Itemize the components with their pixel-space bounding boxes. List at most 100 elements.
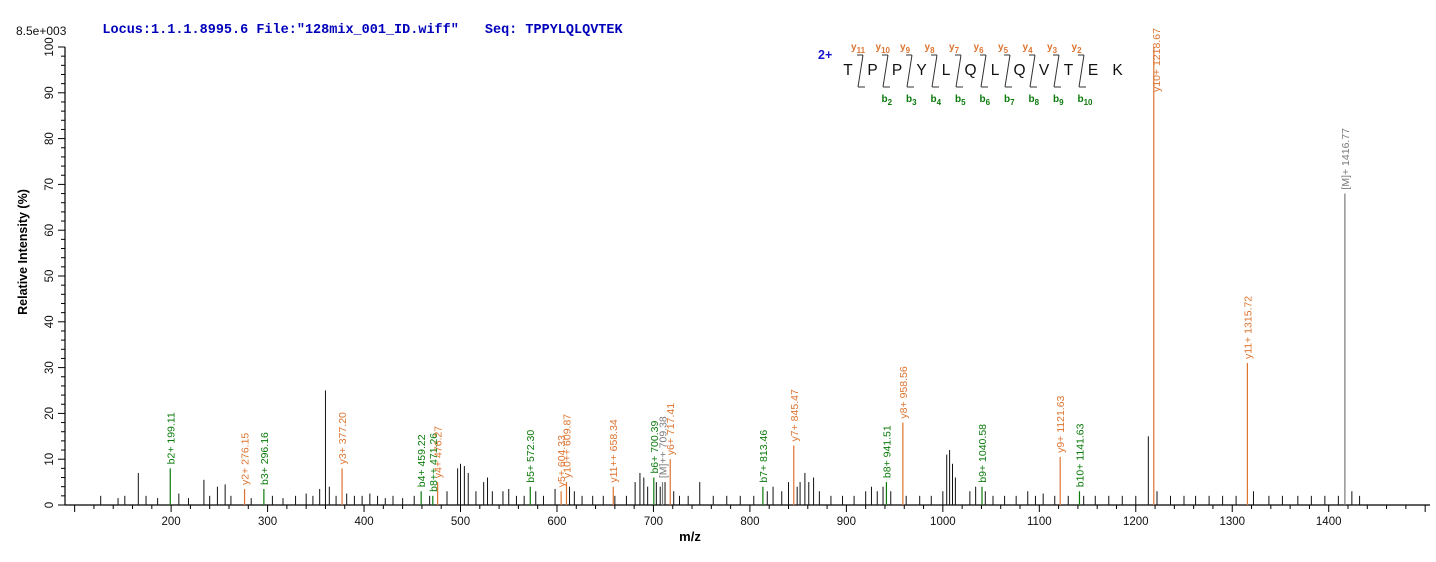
b-ion-label: b6 <box>979 94 991 107</box>
peak-label: y10++ 609.87 <box>562 414 574 478</box>
peak-label: b2+ 199.11 <box>165 412 177 464</box>
peak-label: b5+ 572.30 <box>525 430 537 483</box>
header: Locus:1.1.1.8995.6 File:"128mix_001_ID.w… <box>70 8 623 53</box>
peak-label: y9+ 1121.63 <box>1055 395 1067 452</box>
y-ion-label: y10 <box>875 42 890 55</box>
cleavage-mark-icon <box>1028 54 1037 88</box>
peak-label: b3+ 296.16 <box>259 432 271 485</box>
residue-letter: V <box>1038 62 1050 79</box>
y-tick-label: 20 <box>44 407 56 420</box>
y-ion-label: y4 <box>1022 42 1033 55</box>
y-tick-label: 90 <box>44 86 56 99</box>
peak-label: y11+ 1315.72 <box>1242 296 1254 359</box>
residue-letter: P <box>867 62 878 79</box>
residue-letter: L <box>941 62 951 79</box>
peak-label: y7+ 845.47 <box>789 389 801 441</box>
x-tick-label: 1300 <box>1219 516 1245 528</box>
peak-label: y8+ 958.56 <box>898 366 910 418</box>
peak-label: b4+ 459.22 <box>416 434 428 487</box>
b-ion-label: b8 <box>1028 94 1040 107</box>
y-ion-label: y5 <box>998 42 1009 55</box>
y-tick-label: 50 <box>44 270 56 283</box>
y-ion-label: y7 <box>949 42 960 55</box>
y-ion-label: y11 <box>851 42 866 55</box>
b-ion-label: b10 <box>1077 94 1093 107</box>
b-ion-label: b2 <box>881 94 893 107</box>
y-ion-label: y8 <box>924 42 935 55</box>
peak-label: b7+ 813.46 <box>758 430 770 483</box>
cleavage-mark-icon <box>1004 54 1012 88</box>
b-ion-label: b3 <box>906 94 917 107</box>
peak-label: b8+ 941.51 <box>881 425 893 478</box>
x-tick-label: 900 <box>837 516 856 528</box>
cleavage-mark-icon <box>955 54 963 88</box>
y-tick-label: 100 <box>44 37 56 56</box>
residue-letter: Q <box>964 62 977 79</box>
y-tick-label: 0 <box>44 502 56 508</box>
peak-label: y3+ 377.20 <box>337 412 349 464</box>
residue-letter: T <box>1063 62 1074 79</box>
peak-label: b8++ 471.26 <box>428 433 440 492</box>
x-tick-label: 200 <box>162 516 181 528</box>
x-tick-label: 400 <box>354 516 373 528</box>
x-tick-label: 700 <box>644 516 663 528</box>
residue-letter: K <box>1112 62 1123 79</box>
peak-label: b6+ 700.39 <box>649 421 661 474</box>
y-axis-title: Relative Intensity (%) <box>16 189 30 315</box>
y-tick-label: 30 <box>44 361 56 374</box>
y-ion-label: y2 <box>1071 42 1082 55</box>
y-tick-label: 80 <box>44 132 56 145</box>
y-ion-label: y9 <box>900 42 911 55</box>
x-tick-label: 500 <box>451 516 470 528</box>
y-ion-label: y6 <box>973 42 984 55</box>
y-tick-label: 60 <box>44 224 56 237</box>
peak-label: y11++ 658.34 <box>608 419 620 483</box>
x-tick-label: 300 <box>258 516 277 528</box>
cleavage-mark-icon <box>857 54 865 88</box>
residue-letter: E <box>1087 62 1099 79</box>
precursor-charge-label: 2+ <box>818 48 833 62</box>
b-ion-label: b9 <box>1053 94 1064 107</box>
peak-label: y10+ 1218.67 <box>1151 28 1163 92</box>
y-tick-label: 70 <box>44 178 56 191</box>
peak-label: b10+ 1141.63 <box>1074 423 1086 487</box>
residue-letter: Y <box>916 62 927 79</box>
peak-label: [M]++ 709.38 <box>657 416 669 478</box>
y-tick-label: 10 <box>44 453 56 466</box>
cleavage-mark-icon <box>906 54 914 88</box>
b-ion-label: b5 <box>955 94 966 107</box>
residue-letter: Q <box>1013 62 1026 79</box>
y-ion-label: y3 <box>1047 42 1058 55</box>
peak-label: y4+ 476.27 <box>433 426 445 478</box>
residue-letter: L <box>990 62 1000 79</box>
b-ion-label: b4 <box>930 94 942 107</box>
b-ion-label: b7 <box>1004 94 1015 107</box>
cleavage-mark-icon <box>979 54 988 88</box>
x-tick-label: 1000 <box>930 516 956 528</box>
locus-file-label: Locus:1.1.1.8995.6 File:"128mix_001_ID.w… <box>102 23 459 38</box>
x-tick-label: 600 <box>547 516 566 528</box>
x-tick-label: 800 <box>740 516 759 528</box>
cleavage-mark-icon <box>1077 54 1086 88</box>
peak-label: y6+ 717.41 <box>665 403 677 455</box>
x-tick-label: 1400 <box>1316 516 1342 528</box>
peak-label: y2+ 276.15 <box>240 433 252 485</box>
peak-label: [M]+ 1416.77 <box>1340 128 1352 190</box>
seq-prefix-label: Seq: <box>484 23 526 38</box>
sequence-text: TPPYLQLQVTEK <box>525 23 623 38</box>
residue-letter: T <box>843 62 853 79</box>
cleavage-mark-icon <box>881 54 890 88</box>
intensity-scale-label: 8.5e+003 <box>16 24 67 38</box>
x-tick-label: 1200 <box>1123 516 1149 528</box>
x-tick-label: 1100 <box>1027 516 1052 528</box>
peak-label: b9+ 1040.58 <box>977 424 989 483</box>
x-axis-title: m/z <box>679 529 701 544</box>
peak-label: y5+ 604.33 <box>556 435 568 487</box>
y-tick-label: 40 <box>44 315 56 328</box>
cleavage-mark-icon <box>1053 54 1061 88</box>
cleavage-mark-icon <box>930 54 939 88</box>
residue-letter: P <box>891 62 903 79</box>
